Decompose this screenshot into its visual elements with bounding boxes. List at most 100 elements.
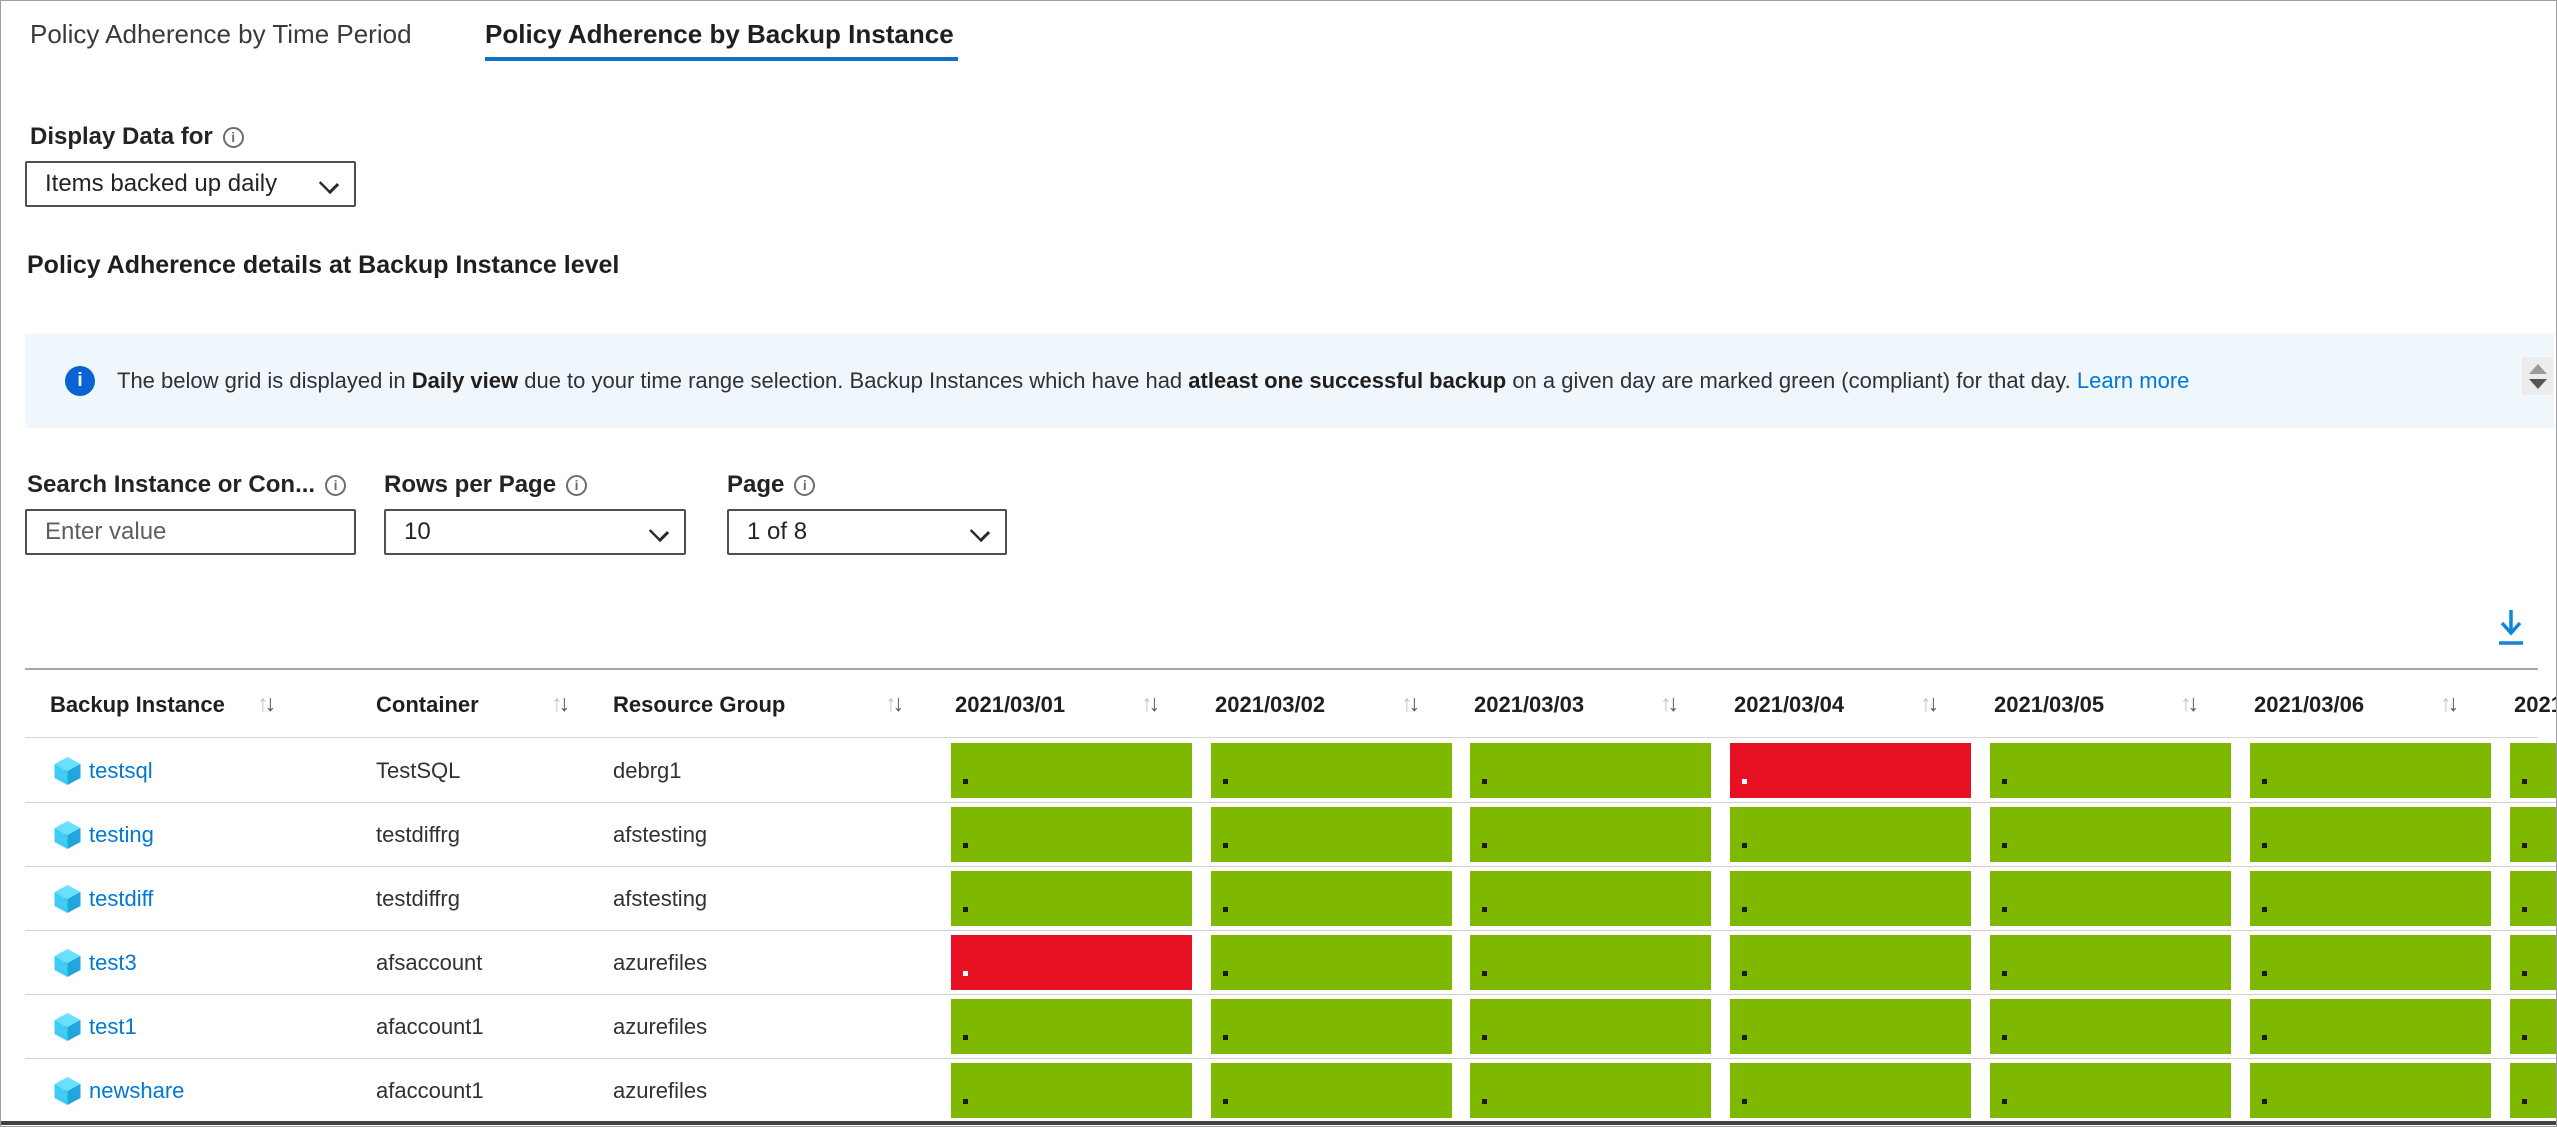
resource-group-cell: azurefiles xyxy=(613,950,708,975)
cell-marker xyxy=(963,1035,968,1040)
chevron-down-icon xyxy=(318,173,340,195)
info-icon[interactable] xyxy=(794,474,816,496)
cell-marker xyxy=(963,1099,968,1104)
status-cell-compliant xyxy=(1470,807,1711,862)
cell-marker xyxy=(1223,971,1228,976)
cell-marker xyxy=(2002,779,2007,784)
banner-stepper xyxy=(2522,357,2553,395)
status-cell-compliant xyxy=(2510,999,2556,1054)
rows-per-page-value: 10 xyxy=(404,518,431,545)
backup-instance-link[interactable]: test3 xyxy=(89,950,137,975)
info-filled-icon xyxy=(65,366,95,396)
status-cell-compliant xyxy=(2510,807,2556,862)
status-cell-compliant xyxy=(1730,807,1971,862)
tab-policy-adherence-by-time-period[interactable]: Policy Adherence by Time Period xyxy=(30,19,412,49)
status-cell-compliant xyxy=(1211,743,1452,798)
search-instance-input[interactable] xyxy=(25,509,356,555)
container-cell: afsaccount xyxy=(376,950,483,975)
status-cell-compliant xyxy=(2510,1063,2556,1118)
table-row: testing testdiffrg afstesting xyxy=(25,803,2556,867)
status-cell-compliant xyxy=(1211,1063,1452,1118)
info-icon[interactable] xyxy=(566,474,588,496)
sort-icon[interactable]: ↑↓ xyxy=(1141,690,1160,716)
banner-text-segment: The below grid is displayed in xyxy=(117,368,412,393)
page-label: Page xyxy=(727,471,785,498)
resource-group-cell: azurefiles xyxy=(613,1014,708,1039)
column-header-resource-group[interactable]: Resource Group xyxy=(613,692,786,717)
table-row: testdiff testdiffrg afstesting xyxy=(25,867,2556,931)
backup-instance-cube-icon xyxy=(53,884,82,919)
container-cell: afaccount1 xyxy=(376,1078,484,1103)
status-cell-compliant xyxy=(1211,807,1452,862)
backup-instance-link[interactable]: testsql xyxy=(89,758,153,783)
info-icon[interactable] xyxy=(325,474,347,496)
status-cell-compliant xyxy=(2510,871,2556,926)
sort-icon[interactable]: ↑↓ xyxy=(1401,690,1420,716)
sort-icon[interactable]: ↑↓ xyxy=(1660,690,1679,716)
container-cell: testdiffrg xyxy=(376,822,460,847)
rows-per-page-label-row: Rows per Page xyxy=(384,471,588,499)
status-cell-compliant xyxy=(2250,807,2491,862)
sort-icon[interactable]: ↑↓ xyxy=(2180,690,2199,716)
info-icon[interactable] xyxy=(222,126,244,148)
cell-marker xyxy=(2002,1035,2007,1040)
sort-icon[interactable]: ↑↓ xyxy=(2440,690,2459,716)
column-header-backup-instance[interactable]: Backup Instance xyxy=(50,692,225,717)
display-data-for-label-row: Display Data for xyxy=(30,123,244,151)
chevron-down-icon xyxy=(969,521,991,543)
backup-instance-link[interactable]: testdiff xyxy=(89,886,154,911)
backup-instance-cube-icon xyxy=(53,948,82,983)
column-header-date[interactable]: 2021/03/02 xyxy=(1215,692,1326,717)
rows-per-page-dropdown[interactable]: 10 xyxy=(384,509,686,555)
sort-icon[interactable]: ↑↓ xyxy=(257,690,276,716)
table-row: testsql TestSQL debrg1 xyxy=(25,739,2556,803)
column-header-container[interactable]: Container xyxy=(376,692,479,717)
info-banner-text: The below grid is displayed in Daily vie… xyxy=(117,368,2189,394)
download-icon[interactable] xyxy=(2493,607,2529,651)
search-label-row: Search Instance or Con... xyxy=(27,471,347,499)
sort-icon[interactable]: ↑↓ xyxy=(551,690,570,716)
banner-bold-text: atleast one successful backup xyxy=(1188,368,1507,393)
backup-instance-cube-icon xyxy=(53,1012,82,1047)
cell-marker xyxy=(1223,1099,1228,1104)
table-row: test3 afsaccount azurefiles xyxy=(25,931,2556,995)
status-cell-non-compliant xyxy=(1730,743,1971,798)
cell-marker xyxy=(2522,1035,2527,1040)
stepper-up-icon[interactable] xyxy=(2528,363,2547,374)
sort-icon[interactable]: ↑↓ xyxy=(885,690,904,716)
column-header-date[interactable]: 2021/03/03 xyxy=(1474,692,1585,717)
tab-policy-adherence-by-backup-instance[interactable]: Policy Adherence by Backup Instance xyxy=(485,19,954,49)
stepper-down-icon[interactable] xyxy=(2528,378,2547,389)
column-header-date[interactable]: 2021/03/04 xyxy=(1734,692,1845,717)
page-dropdown[interactable]: 1 of 8 xyxy=(727,509,1007,555)
backup-instance-link[interactable]: testing xyxy=(89,822,154,847)
status-cell-compliant xyxy=(1470,871,1711,926)
status-cell-compliant xyxy=(1470,999,1711,1054)
table-row: test1 afaccount1 azurefiles xyxy=(25,995,2556,1059)
display-data-dropdown[interactable]: Items backed up daily xyxy=(25,161,356,207)
status-cell-compliant xyxy=(1470,1063,1711,1118)
cell-marker xyxy=(2522,971,2527,976)
status-cell-compliant xyxy=(1211,999,1452,1054)
column-header-date[interactable]: 2021/03/07 xyxy=(2514,692,2556,717)
cell-marker xyxy=(2002,907,2007,912)
column-header-date[interactable]: 2021/03/05 xyxy=(1994,692,2105,717)
backup-instance-link[interactable]: test1 xyxy=(89,1014,137,1039)
cell-marker xyxy=(2002,843,2007,848)
banner-text-segment: due to your time range selection. Backup… xyxy=(518,368,1189,393)
column-header-date[interactable]: 2021/03/01 xyxy=(955,692,1066,717)
learn-more-link[interactable]: Learn more xyxy=(2076,368,2190,393)
column-header-date[interactable]: 2021/03/06 xyxy=(2254,692,2365,717)
page-value: 1 of 8 xyxy=(747,518,808,545)
cell-marker xyxy=(1223,843,1228,848)
status-cell-compliant xyxy=(1730,871,1971,926)
cell-marker xyxy=(1742,1035,1747,1040)
backup-instance-link[interactable]: newshare xyxy=(89,1078,185,1103)
header-divider xyxy=(25,737,2538,738)
banner-bold-text: Daily view xyxy=(411,368,519,393)
status-cell-compliant xyxy=(1990,999,2231,1054)
cell-marker xyxy=(1482,779,1487,784)
status-cell-non-compliant xyxy=(951,935,1192,990)
sort-icon[interactable]: ↑↓ xyxy=(1920,690,1939,716)
search-label: Search Instance or Con... xyxy=(27,471,316,498)
